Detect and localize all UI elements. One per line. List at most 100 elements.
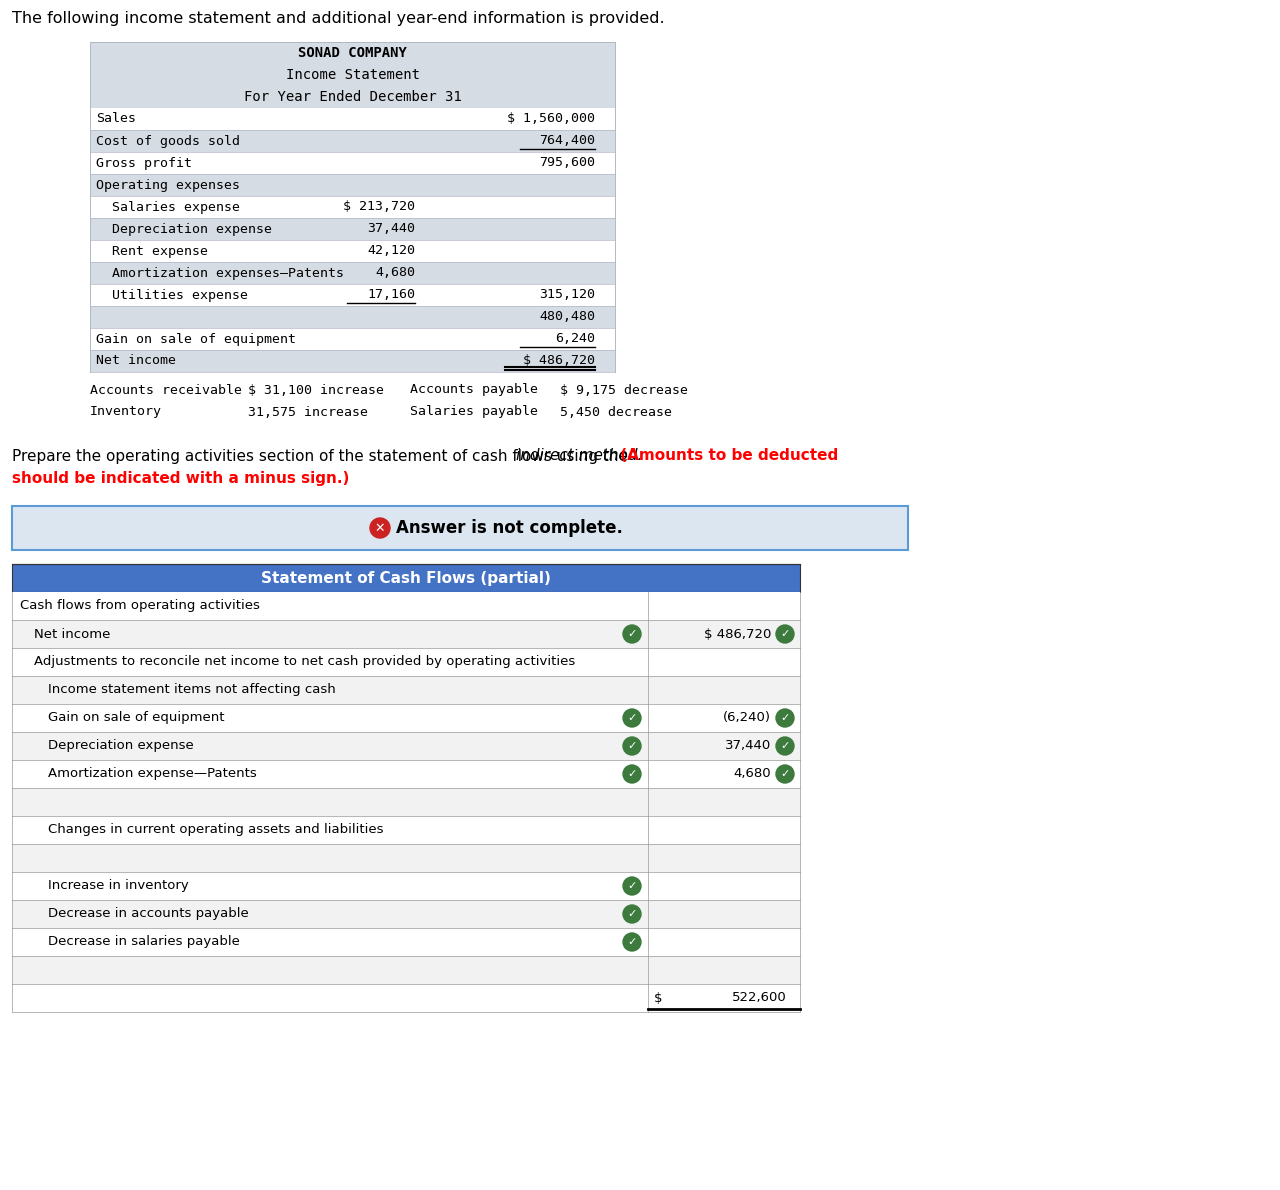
Text: Amortization expense—Patents: Amortization expense—Patents [49,768,257,781]
Text: ✓: ✓ [627,713,636,724]
Text: Gain on sale of equipment: Gain on sale of equipment [96,332,296,345]
Text: SONAD COMPANY: SONAD COMPANY [298,46,407,60]
Bar [90,328,614,350]
Text: 5,450 decrease: 5,450 decrease [561,406,672,419]
Text: Depreciation expense: Depreciation expense [96,223,273,236]
Text: Answer is not complete.: Answer is not complete. [396,519,623,537]
Text: indirect method.: indirect method. [516,449,643,463]
Text: 6,240: 6,240 [556,332,595,345]
Text: Net income: Net income [96,355,177,368]
Text: 37,440: 37,440 [724,739,771,752]
Text: Decrease in salaries payable: Decrease in salaries payable [49,935,239,948]
Circle shape [776,625,794,643]
Text: Prepare the operating activities section of the statement of cash flows using th: Prepare the operating activities section… [12,449,632,463]
Text: $: $ [654,991,663,1004]
Circle shape [776,709,794,727]
Text: Rent expense: Rent expense [96,244,207,257]
Text: ✓: ✓ [627,881,636,891]
Bar [12,956,800,984]
Text: Gross profit: Gross profit [96,157,192,169]
Bar [12,649,800,676]
Text: ✓: ✓ [627,741,636,751]
Bar [12,900,800,928]
Circle shape [623,737,641,754]
Text: Salaries expense: Salaries expense [96,200,241,213]
Text: $ 486,720: $ 486,720 [524,355,595,368]
Bar [12,564,800,591]
Text: Utilities expense: Utilities expense [96,288,248,301]
Bar [12,732,800,760]
Text: Decrease in accounts payable: Decrease in accounts payable [49,908,248,921]
Circle shape [623,933,641,951]
Text: 4,680: 4,680 [733,768,771,781]
Bar [12,591,800,620]
Bar [90,306,614,328]
Text: $ 486,720: $ 486,720 [704,627,771,640]
Bar [90,152,614,174]
Text: 480,480: 480,480 [539,311,595,324]
Circle shape [623,765,641,783]
Text: ✓: ✓ [781,741,790,751]
Text: 522,600: 522,600 [732,991,787,1004]
Text: Increase in inventory: Increase in inventory [49,879,188,892]
Bar [12,620,800,649]
Bar [12,760,800,788]
Bar [90,284,614,306]
Text: Operating expenses: Operating expenses [96,178,241,192]
Text: Cost of goods sold: Cost of goods sold [96,134,241,148]
Text: For Year Ended December 31: For Year Ended December 31 [243,90,461,104]
Text: Cash flows from operating activities: Cash flows from operating activities [20,600,260,613]
Bar [90,262,614,284]
Bar [12,984,800,1012]
Text: 795,600: 795,600 [539,157,595,169]
Bar [90,130,614,152]
Text: Net income: Net income [35,627,110,640]
Text: 31,575 increase: 31,575 increase [248,406,369,419]
Text: Inventory: Inventory [90,406,163,419]
Text: Depreciation expense: Depreciation expense [49,739,193,752]
Text: 315,120: 315,120 [539,288,595,301]
Circle shape [776,737,794,754]
Text: Income statement items not affecting cash: Income statement items not affecting cas… [49,683,335,696]
Bar [12,816,800,844]
Bar [12,704,800,732]
Text: ✓: ✓ [627,937,636,947]
Text: Accounts receivable: Accounts receivable [90,383,242,396]
Text: Adjustments to reconcile net income to net cash provided by operating activities: Adjustments to reconcile net income to n… [35,656,575,669]
Bar [90,42,614,108]
Bar [90,196,614,218]
Text: ✓: ✓ [781,769,790,779]
Text: 17,160: 17,160 [367,288,415,301]
Text: 4,680: 4,680 [375,267,415,280]
Bar [12,872,800,900]
Text: ✓: ✓ [627,769,636,779]
Text: Sales: Sales [96,113,136,125]
Bar [12,506,908,550]
Text: $ 31,100 increase: $ 31,100 increase [248,383,384,396]
Text: ✓: ✓ [627,630,636,639]
Circle shape [623,709,641,727]
Text: should be indicated with a minus sign.): should be indicated with a minus sign.) [12,470,349,486]
Text: 37,440: 37,440 [367,223,415,236]
Bar [90,350,614,372]
Bar [90,240,614,262]
Text: 764,400: 764,400 [539,134,595,148]
Text: $ 213,720: $ 213,720 [343,200,415,213]
Text: Income Statement: Income Statement [285,68,420,82]
Circle shape [776,765,794,783]
Text: ✓: ✓ [781,630,790,639]
Bar [12,928,800,956]
Circle shape [623,625,641,643]
Text: $ 9,175 decrease: $ 9,175 decrease [561,383,689,396]
Circle shape [623,877,641,895]
Text: 42,120: 42,120 [367,244,415,257]
Bar [90,218,614,240]
Bar [12,844,800,872]
Text: Salaries payable: Salaries payable [410,406,538,419]
Text: Gain on sale of equipment: Gain on sale of equipment [49,712,224,725]
Text: Changes in current operating assets and liabilities: Changes in current operating assets and … [49,823,384,837]
Text: (6,240): (6,240) [723,712,771,725]
Text: $ 1,560,000: $ 1,560,000 [507,113,595,125]
Text: Accounts payable: Accounts payable [410,383,538,396]
Text: (Amounts to be deducted: (Amounts to be deducted [614,449,838,463]
